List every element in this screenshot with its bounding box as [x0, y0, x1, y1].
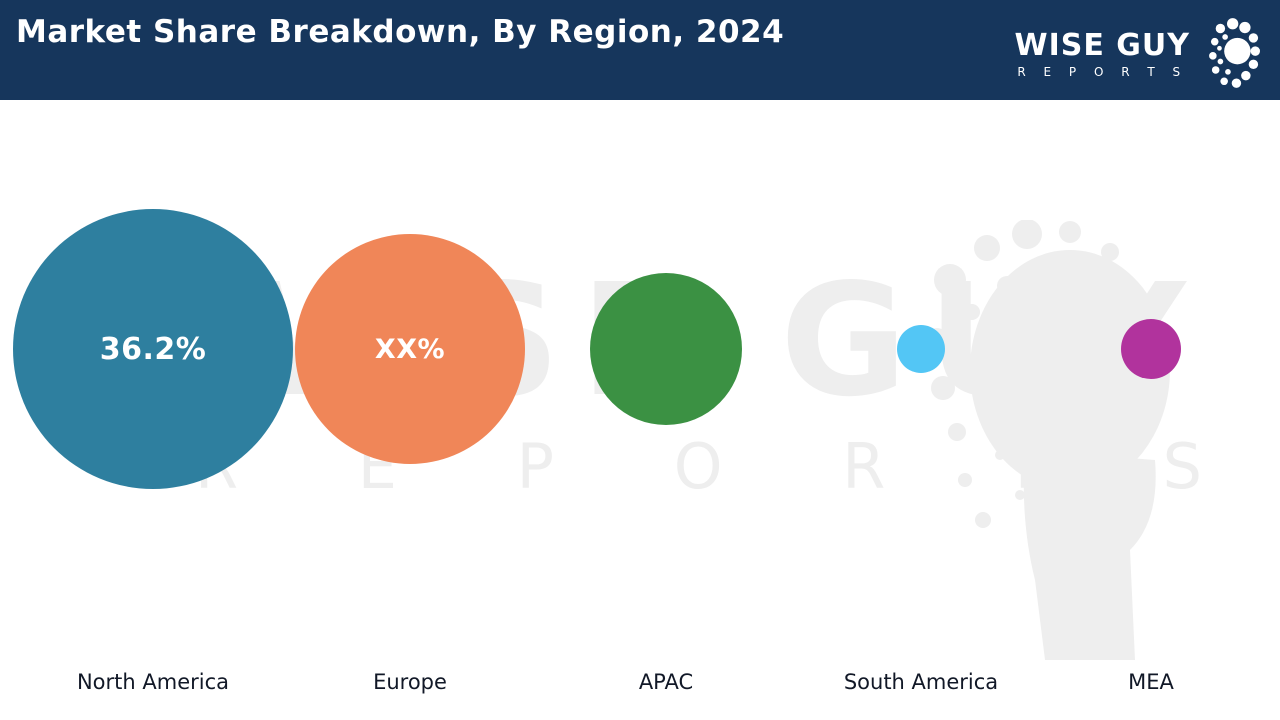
- category-label-apac: APAC: [638, 670, 694, 694]
- category-label-south-america: South America: [843, 670, 999, 694]
- page-title: Market Share Breakdown, By Region, 2024: [16, 14, 785, 50]
- category-label-europe: Europe: [373, 670, 447, 694]
- category-label-north-america: North America: [76, 670, 230, 694]
- bubble-chart: WISE GUY R E P O R T S 36.2%North Americ…: [0, 100, 1280, 720]
- brand-logo: WISE GUY R E P O R T S: [1014, 12, 1260, 94]
- bubble-apac: [590, 273, 742, 425]
- brand-logo-text: WISE GUY R E P O R T S: [1014, 28, 1190, 79]
- dotted-head-icon: [1209, 18, 1260, 88]
- bubble-value-label: XX%: [374, 333, 446, 365]
- bubble-mea: [1121, 319, 1181, 379]
- bubble-north-america: 36.2%: [13, 209, 293, 489]
- brand-name: WISE GUY: [1014, 27, 1190, 63]
- brand-subtitle: R E P O R T S: [1017, 64, 1188, 79]
- header-bar: Market Share Breakdown, By Region, 2024 …: [0, 0, 1280, 100]
- bubble-europe: XX%: [295, 234, 525, 464]
- bubble-value-label: 36.2%: [99, 331, 207, 367]
- category-label-mea: MEA: [1128, 670, 1174, 694]
- watermark-head-icon: [927, 220, 1170, 660]
- bubble-south-america: [897, 325, 945, 373]
